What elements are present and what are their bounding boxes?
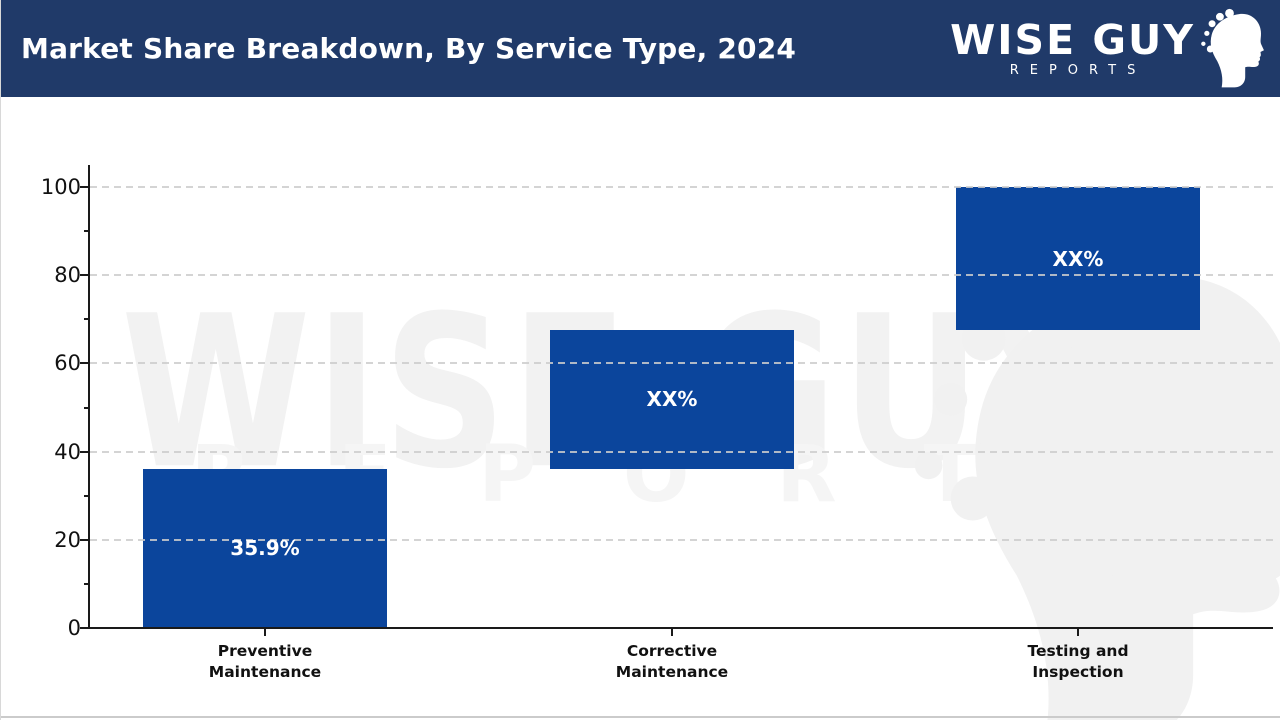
y-axis-tick xyxy=(80,627,88,629)
y-axis-tick-label: 80 xyxy=(54,263,81,288)
x-axis-category-line: Preventive xyxy=(217,642,313,660)
x-axis-category-line: Testing and xyxy=(1027,642,1129,660)
bar-value-label: XX% xyxy=(646,387,698,412)
x-axis-category-line: Maintenance xyxy=(615,662,729,681)
y-axis-minor-tick xyxy=(84,494,88,497)
logo-face-icon xyxy=(1201,8,1264,87)
bar-value-label: XX% xyxy=(1052,246,1104,271)
x-axis-category-label: Testing and Inspection xyxy=(968,641,1188,683)
logo-subtitle: REPORTS xyxy=(1009,63,1147,78)
x-axis-category-label: Corrective Maintenance xyxy=(562,641,782,683)
y-axis-tick-label: 20 xyxy=(54,527,81,552)
y-axis-line xyxy=(88,165,90,629)
gridline xyxy=(90,450,1273,453)
logo-text: WISE GUY REPORTS xyxy=(950,16,1195,78)
bar-segment xyxy=(143,468,387,627)
gridline xyxy=(90,274,1273,277)
y-axis-tick-label: 100 xyxy=(40,175,81,199)
gridline xyxy=(90,538,1273,541)
x-axis-category-line: Corrective xyxy=(626,642,718,660)
gridline xyxy=(90,362,1273,365)
x-axis-category-label: Preventive Maintenance xyxy=(155,641,375,683)
gridline xyxy=(90,186,1273,188)
y-axis-tick-label: 0 xyxy=(67,616,81,640)
y-axis-tick xyxy=(80,538,88,541)
y-axis-minor-tick xyxy=(84,318,88,321)
y-axis-minor-tick xyxy=(84,406,88,409)
y-axis-minor-tick xyxy=(84,582,88,585)
bottom-divider xyxy=(1,716,1280,718)
y-axis-tick xyxy=(80,450,88,453)
y-axis-tick xyxy=(80,362,88,365)
x-axis-line xyxy=(88,627,1273,629)
header-bar: Market Share Breakdown, By Service Type,… xyxy=(1,0,1280,97)
y-axis-tick xyxy=(80,274,88,277)
wise-guy-logo: WISE GUY REPORTS xyxy=(950,7,1280,91)
x-axis-tick xyxy=(1077,629,1079,636)
x-axis-tick xyxy=(264,629,266,636)
logo-wordmark: WISE GUY xyxy=(950,16,1195,64)
y-axis-tick-label: 60 xyxy=(54,351,81,376)
x-axis-category-line: Maintenance xyxy=(208,662,322,681)
x-axis-category-line: Inspection xyxy=(1032,662,1124,681)
y-axis-tick-label: 40 xyxy=(54,439,81,464)
x-axis-tick xyxy=(671,629,673,636)
chart-title: Market Share Breakdown, By Service Type,… xyxy=(21,32,797,65)
bar-segment xyxy=(550,329,794,469)
y-axis-minor-tick xyxy=(84,230,88,233)
y-axis-tick xyxy=(80,186,88,188)
bar-value-label: 35.9% xyxy=(230,535,300,560)
